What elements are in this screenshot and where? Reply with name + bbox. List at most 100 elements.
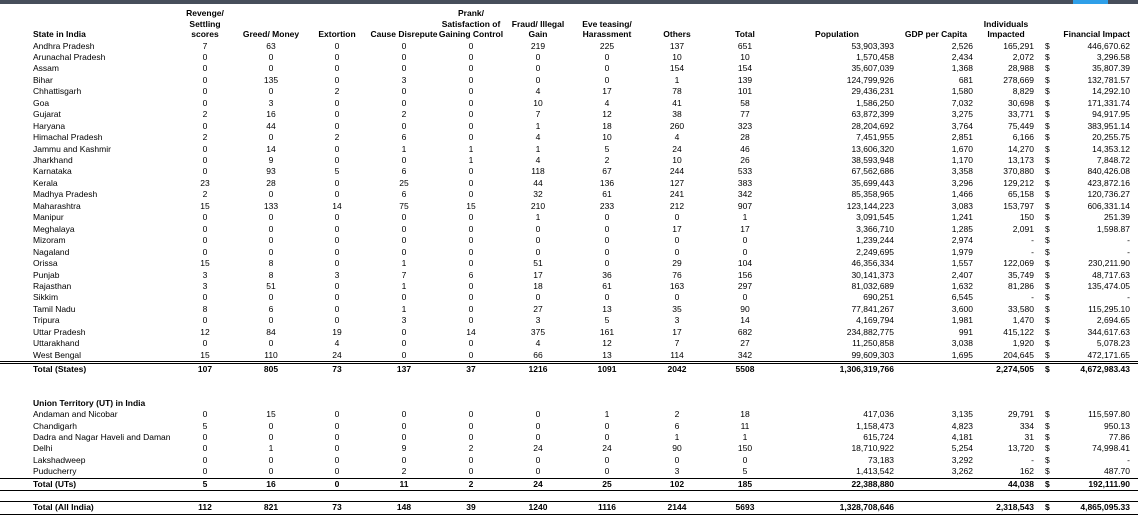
cell-gdp-per-capita[interactable]: 2,434 <box>951 51 973 62</box>
cell-state[interactable]: Dadra and Nagar Haveli and Daman and Diu <box>33 432 172 442</box>
cell-others[interactable]: 3 <box>674 466 680 477</box>
cell-prank-satisfaction-gaining-control[interactable]: 0 <box>468 466 474 477</box>
cell-individuals-impacted[interactable]: 75,449 <box>1008 120 1034 131</box>
cell-financial-impact[interactable]: $ - <box>1036 235 1138 246</box>
cell-eve-teasing-harassment[interactable]: 4 <box>604 97 610 108</box>
cell-state[interactable]: Andhra Pradesh <box>33 40 95 51</box>
cell-cause-disrepute[interactable]: 0 <box>401 63 407 74</box>
cell-gdp-per-capita[interactable]: 3,296 <box>951 177 973 188</box>
cell-financial-impact[interactable]: $4,672,983.43 <box>1036 361 1138 376</box>
cell-others[interactable]: 78 <box>672 86 682 97</box>
cell-gdp-per-capita[interactable]: 4,181 <box>951 432 973 442</box>
cell-extortion[interactable]: 0 <box>334 109 340 120</box>
cell-state[interactable]: Total (All India) <box>0 501 172 515</box>
cell-state[interactable]: Tripura <box>33 315 60 326</box>
cell-cause-disrepute[interactable]: 0 <box>401 409 407 420</box>
cell-eve-teasing-harassment[interactable]: 17 <box>602 86 612 97</box>
cell-revenge-settling-scores[interactable]: 0 <box>202 97 208 108</box>
cell-gdp-per-capita[interactable]: 1,368 <box>951 63 973 74</box>
cell-greed-money[interactable]: 8 <box>268 269 274 280</box>
cell-revenge-settling-scores[interactable]: 23 <box>200 177 210 188</box>
cell-extortion[interactable]: 73 <box>304 501 370 515</box>
cell-financial-impact[interactable]: $20,255.75 <box>1036 132 1138 143</box>
cell-cause-disrepute[interactable]: 0 <box>401 212 407 223</box>
cell-financial-impact[interactable]: $135,474.05 <box>1036 281 1138 292</box>
cell-financial-impact[interactable]: $14,353.12 <box>1036 144 1138 155</box>
cell-state[interactable]: Chandigarh <box>33 420 77 431</box>
cell-state[interactable]: Karnataka <box>33 166 72 177</box>
cell-revenge-settling-scores[interactable]: 0 <box>202 223 208 234</box>
cell-eve-teasing-harassment[interactable]: 0 <box>604 235 610 246</box>
cell-greed-money[interactable]: 135 <box>263 74 279 85</box>
cell-gdp-per-capita[interactable]: 1,170 <box>951 155 973 166</box>
cell-prank-satisfaction-gaining-control[interactable]: 0 <box>468 303 474 314</box>
cell-cause-disrepute[interactable]: 0 <box>401 120 407 131</box>
cell-eve-teasing-harassment[interactable]: 61 <box>602 189 612 200</box>
cell-eve-teasing-harassment[interactable]: 0 <box>604 223 610 234</box>
cell-population[interactable]: 38,593,948 <box>851 155 894 166</box>
cell-extortion[interactable]: 0 <box>334 292 340 303</box>
cell-greed-money[interactable]: 0 <box>268 338 274 349</box>
cell-gdp-per-capita[interactable]: 3,764 <box>951 120 973 131</box>
cell-state[interactable]: Haryana <box>33 120 66 131</box>
cell-population[interactable]: 7,451,955 <box>856 132 894 143</box>
cell-individuals-impacted[interactable]: 334 <box>1019 420 1034 431</box>
cell-extortion[interactable]: 0 <box>334 189 340 200</box>
cell-population[interactable]: 3,366,710 <box>856 223 894 234</box>
cell-prank-satisfaction-gaining-control[interactable]: 0 <box>468 132 474 143</box>
cell-greed-money[interactable]: 0 <box>268 189 274 200</box>
cell-population[interactable]: 22,388,880 <box>778 477 896 492</box>
cell-financial-impact[interactable]: $115,295.10 <box>1036 304 1138 315</box>
cell-eve-teasing-harassment[interactable]: 24 <box>602 443 612 454</box>
cell-cause-disrepute[interactable]: 9 <box>401 443 407 454</box>
cell-fraud-illegal-gain[interactable]: 10 <box>533 97 543 108</box>
cell-individuals-impacted[interactable]: 1,920 <box>1012 338 1034 349</box>
cell-eve-teasing-harassment[interactable]: 13 <box>602 349 612 360</box>
cell-financial-impact[interactable]: $950.13 <box>1036 421 1138 432</box>
cell-cause-disrepute[interactable]: 0 <box>401 51 407 62</box>
cell-individuals-impacted[interactable]: 153,797 <box>1003 200 1034 211</box>
cell-eve-teasing-harassment[interactable]: 12 <box>602 338 612 349</box>
cell-fraud-illegal-gain[interactable]: 4 <box>535 155 541 166</box>
cell-greed-money[interactable]: 8 <box>268 258 274 269</box>
cell-revenge-settling-scores[interactable]: 112 <box>172 501 238 515</box>
cell-prank-satisfaction-gaining-control[interactable]: 0 <box>468 338 474 349</box>
cell-extortion[interactable]: 0 <box>334 97 340 108</box>
cell-population[interactable]: 690,251 <box>863 292 894 303</box>
cell-financial-impact[interactable]: $606,331.14 <box>1036 201 1138 212</box>
column-header-individuals-impacted[interactable]: Individuals Impacted <box>983 18 1029 40</box>
cell-state[interactable]: Orissa <box>33 258 58 269</box>
cell-others[interactable]: 163 <box>669 281 685 292</box>
cell-revenge-settling-scores[interactable]: 8 <box>202 303 208 314</box>
cell-others[interactable]: 241 <box>669 189 685 200</box>
cell-individuals-impacted[interactable]: 370,880 <box>1003 166 1034 177</box>
cell-total[interactable]: 0 <box>742 292 748 303</box>
cell-greed-money[interactable]: 44 <box>266 120 276 131</box>
cell-financial-impact[interactable]: $446,670.62 <box>1036 41 1138 52</box>
cell-individuals-impacted[interactable]: 165,291 <box>1003 40 1034 51</box>
cell-others[interactable]: 90 <box>672 443 682 454</box>
cell-extortion[interactable]: 5 <box>334 166 340 177</box>
cell-extortion[interactable]: 0 <box>334 443 340 454</box>
cell-state[interactable]: Goa <box>33 97 50 108</box>
cell-eve-teasing-harassment[interactable]: 1 <box>604 409 610 420</box>
cell-state[interactable]: Gujarat <box>33 109 61 120</box>
cell-state[interactable]: Sikkim <box>33 292 59 303</box>
cell-fraud-illegal-gain[interactable]: 1240 <box>504 501 572 515</box>
cell-others[interactable]: 10 <box>672 51 682 62</box>
cell-state[interactable]: Puducherry <box>33 466 77 477</box>
cell-gdp-per-capita[interactable]: 1,580 <box>951 86 973 97</box>
cell-individuals-impacted[interactable]: 13,720 <box>1008 443 1034 454</box>
cell-financial-impact[interactable]: $472,171.65 <box>1036 350 1138 363</box>
cell-population[interactable]: 73,183 <box>868 454 894 465</box>
column-header-gdp-per-capita[interactable]: GDP per Capita <box>904 29 968 39</box>
cell-cause-disrepute[interactable]: 0 <box>401 223 407 234</box>
cell-population[interactable]: 46,356,334 <box>851 258 894 269</box>
cell-others[interactable]: 35 <box>672 303 682 314</box>
cell-gdp-per-capita[interactable]: 1,632 <box>951 281 973 292</box>
cell-individuals-impacted[interactable]: 81,286 <box>1008 281 1034 292</box>
cell-revenge-settling-scores[interactable]: 5 <box>172 477 238 492</box>
cell-individuals-impacted[interactable]: 2,091 <box>1012 223 1034 234</box>
cell-financial-impact[interactable]: $423,872.16 <box>1036 178 1138 189</box>
cell-individuals-impacted[interactable]: - <box>1031 235 1034 246</box>
